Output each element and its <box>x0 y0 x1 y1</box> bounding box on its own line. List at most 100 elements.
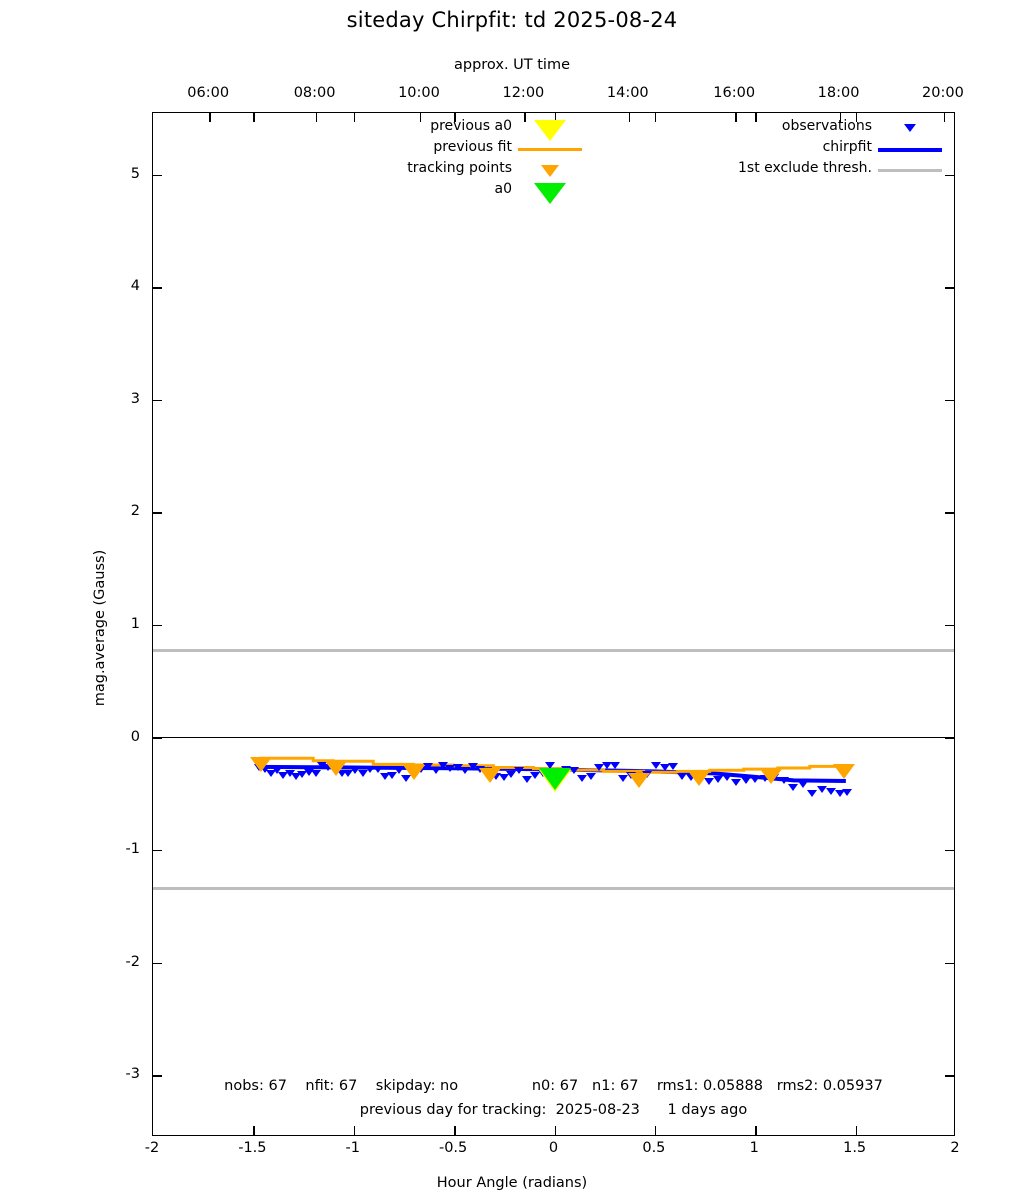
observation-marker <box>364 766 375 774</box>
legend-key-triangle-blue-small <box>878 118 942 139</box>
axis-tick <box>419 113 422 122</box>
legend-row[interactable]: a0 <box>332 181 582 204</box>
axis-tick <box>153 287 162 289</box>
axis-tick <box>945 512 954 514</box>
line-gray-icon <box>878 169 942 172</box>
observation-marker <box>676 772 687 780</box>
reference-line <box>153 886 954 890</box>
observation-marker <box>602 762 613 770</box>
observation-marker <box>393 766 404 774</box>
axis-tick <box>855 113 858 122</box>
observation-marker <box>731 779 742 787</box>
axis-tick <box>945 174 954 177</box>
observation-marker <box>659 764 670 772</box>
axis-tick <box>654 1126 657 1135</box>
legend-column-right: observations chirpfit 1st exclude thresh. <box>582 118 942 181</box>
axis-tick <box>839 113 841 122</box>
y-axis-tick-label: -1 <box>125 841 140 858</box>
legend-label: a0 <box>494 181 513 197</box>
legend-row[interactable]: previous fit <box>332 139 582 160</box>
observation-marker <box>798 780 809 788</box>
legend-column-left: previous a0 previous fit tracking points a0 <box>332 118 582 204</box>
line-blue-icon <box>878 148 942 152</box>
axis-tick <box>153 850 162 852</box>
observation-marker <box>816 786 827 794</box>
legend-key-triangle-yellow-large <box>518 118 582 141</box>
observation-marker <box>467 763 478 771</box>
observation-marker <box>521 776 532 784</box>
observation-marker <box>740 777 751 785</box>
y-axis-tick-label: -2 <box>125 953 140 970</box>
legend-key-triangle-orange-small <box>518 160 582 181</box>
y-axis-tick-label: 2 <box>130 503 140 520</box>
x-axis-tick-label: 1 <box>749 1140 759 1156</box>
observation-marker <box>585 772 596 780</box>
axis-tick <box>945 850 954 852</box>
axis-tick <box>153 625 162 627</box>
x-axis-tick-label: -0.5 <box>438 1140 468 1156</box>
observation-marker <box>668 762 679 770</box>
legend-label: 1st exclude thresh. <box>738 160 872 176</box>
x-axis-tick-label: 1.5 <box>843 1140 867 1156</box>
y-axis-tick-label: 5 <box>130 165 140 182</box>
legend-row[interactable]: observations <box>582 118 942 139</box>
top-axis-tick-label: 06:00 <box>187 85 230 101</box>
observation-marker <box>296 771 307 779</box>
legend-label: chirpfit <box>822 139 872 155</box>
legend-row[interactable]: previous a0 <box>332 118 582 141</box>
axis-tick <box>315 113 317 122</box>
axis-tick <box>943 113 946 122</box>
axis-tick <box>524 113 526 122</box>
axis-tick <box>945 287 954 289</box>
observation-marker <box>290 772 301 780</box>
triangle-green-large-icon <box>534 183 566 204</box>
axis-tick <box>654 113 657 122</box>
observation-marker <box>498 773 509 781</box>
observation-marker <box>826 787 837 795</box>
observation-marker <box>343 770 354 778</box>
axis-tick <box>153 512 162 514</box>
observation-marker <box>438 762 449 770</box>
axis-tick <box>153 962 162 964</box>
top-axis-tick-label: 14:00 <box>606 85 649 101</box>
observation-marker <box>423 763 434 771</box>
x-axis-title: Hour Angle (radians) <box>436 1175 588 1191</box>
observation-marker <box>430 766 441 774</box>
axis-tick <box>353 113 356 122</box>
legend-row[interactable]: tracking points <box>332 160 582 181</box>
top-axis-tick-label: 20:00 <box>922 85 964 101</box>
legend-key-line-orange <box>518 139 582 160</box>
y-axis-tick-label: 1 <box>130 616 140 632</box>
x-axis-tick-label: -1.5 <box>238 1140 267 1156</box>
observation-marker <box>452 764 463 772</box>
observation-marker <box>842 789 853 797</box>
triangle-blue-small-icon <box>904 124 916 132</box>
top-axis-tick-label: 16:00 <box>713 85 756 101</box>
observation-marker <box>386 771 397 779</box>
tracking-point-marker <box>250 756 273 772</box>
axis-tick <box>945 737 954 739</box>
top-axis-tick-label: 08:00 <box>293 85 336 101</box>
tracking-point-marker <box>402 764 425 780</box>
legend-row[interactable]: 1st exclude thresh. <box>582 160 942 181</box>
legend-label: tracking points <box>407 160 512 176</box>
observation-marker <box>577 775 588 783</box>
axis-tick <box>945 1075 954 1077</box>
observation-marker <box>712 775 723 783</box>
reference-line <box>153 736 954 739</box>
observation-marker <box>834 789 845 797</box>
axis-tick <box>755 1126 757 1135</box>
observation-marker <box>650 761 661 769</box>
legend-row[interactable]: chirpfit <box>582 139 942 160</box>
observation-marker <box>284 770 295 778</box>
observation-marker <box>788 783 799 791</box>
triangle-orange-small-icon <box>541 165 559 177</box>
observation-marker <box>460 766 471 774</box>
y-axis-tick-label: -3 <box>125 1066 140 1083</box>
observation-marker <box>304 768 315 776</box>
legend-key-line-gray <box>878 160 942 181</box>
observation-marker <box>617 774 628 782</box>
tracking-point-marker <box>688 771 711 787</box>
x-axis-tick-label: 0 <box>548 1140 559 1156</box>
